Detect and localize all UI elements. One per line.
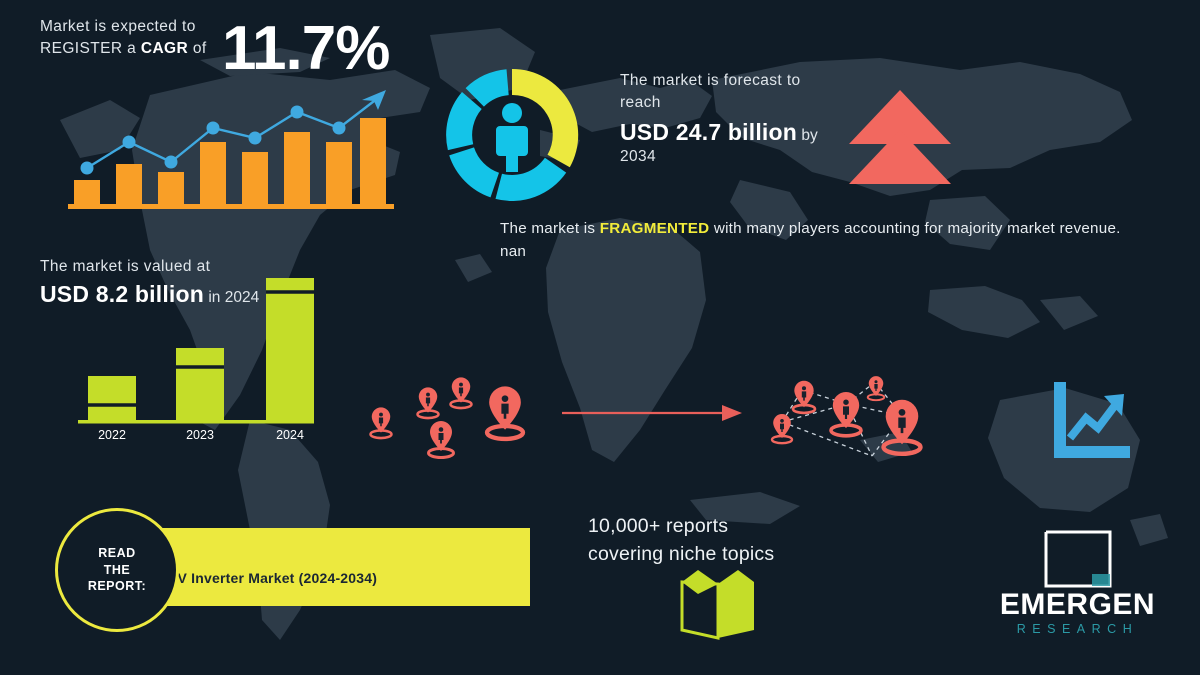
valuation-line-1: The market is valued at (40, 258, 211, 275)
cta-line-2: THE (103, 562, 131, 577)
cagr-line-2: REGISTER a CAGR of (40, 38, 270, 60)
green-bars (88, 278, 314, 420)
right-arrow-icon (562, 405, 742, 421)
fragmentation-highlight: FRAGMENTED (599, 220, 710, 237)
report-banner[interactable]: EV Inverter Market (2024-2034) (140, 528, 530, 606)
trend-points (80, 105, 346, 175)
cagr-line-1: Market is expected to (40, 18, 196, 35)
cagr-trend-chart (68, 90, 394, 209)
bar-label-2024: 2024 (276, 428, 304, 442)
fragmentation-pre: The market is (500, 220, 600, 237)
valuation-suffix: in 2024 (204, 289, 260, 307)
emergen-research-logo: EMERGEN RESEARCH (990, 530, 1165, 640)
cagr-line-2-post: of (188, 40, 207, 58)
logo-square-outline-icon (1044, 530, 1112, 588)
donut-segment-5 (465, 69, 509, 107)
reports-line-1: 10,000+ reports (588, 515, 729, 537)
report-title: EV Inverter Market (2024-2034) (168, 570, 378, 586)
person-icon (496, 103, 528, 172)
forecast-year: 2034 (620, 147, 657, 165)
bar-cap-dividers (88, 290, 314, 407)
cta-line-1: READ (98, 546, 136, 561)
logo-wordmark: EMERGEN (999, 588, 1156, 621)
valuation-value: USD 8.2 billion (40, 281, 205, 308)
forecast-text-block: The market is forecast to reach USD 24.7… (620, 70, 870, 168)
donut-segment-4 (446, 92, 482, 151)
donut-segment-leading (512, 68, 579, 168)
read-the-report-label: READ THE REPORT: (88, 545, 146, 595)
cta-line-3: REPORT: (87, 579, 147, 594)
forecast-line-1: The market is forecast to (620, 72, 801, 89)
cagr-line-2-pre: REGISTER a (40, 40, 141, 58)
fragmentation-text: The market is FRAGMENTED with many playe… (500, 218, 1140, 264)
cagr-keyword: CAGR (140, 40, 189, 58)
forecast-suffix: by (797, 126, 818, 144)
green-chart-baseline (78, 420, 314, 424)
bar-label-2022: 2022 (98, 428, 126, 442)
chart-baseline (68, 204, 394, 209)
market-value-bar-chart: 2022 2023 2024 (78, 278, 314, 442)
growth-chart-icon (1054, 382, 1130, 458)
bar-label-2023: 2023 (186, 428, 214, 442)
double-chevron-up-icon (849, 90, 951, 184)
cagr-text-block: Market is expected to REGISTER a CAGR of (40, 16, 270, 61)
reports-text-block: 10,000+ reports covering niche topics (588, 512, 868, 569)
chart-bars (74, 118, 386, 204)
cagr-value: 11.7% (222, 14, 390, 83)
reports-line-2: covering niche topics (588, 543, 775, 566)
read-the-report-button[interactable]: READ THE REPORT: (55, 508, 179, 632)
fragmentation-post: with many players accounting for majorit… (500, 220, 1121, 260)
map-pin-cluster-icon (369, 376, 555, 459)
trend-line (86, 97, 379, 170)
market-share-donut (446, 68, 579, 201)
donut-segment-3 (449, 147, 499, 198)
connected-map-pin-network-icon (770, 375, 952, 457)
logo-subtitle: RESEARCH (1016, 622, 1139, 636)
forecast-line-2: reach (620, 94, 661, 112)
valuation-text-block: The market is valued at USD 8.2 billion … (40, 256, 360, 308)
trend-arrow-head (362, 90, 386, 110)
open-book-icon (680, 570, 754, 640)
forecast-value: USD 24.7 billion (620, 118, 798, 145)
donut-segment-2 (495, 157, 567, 201)
